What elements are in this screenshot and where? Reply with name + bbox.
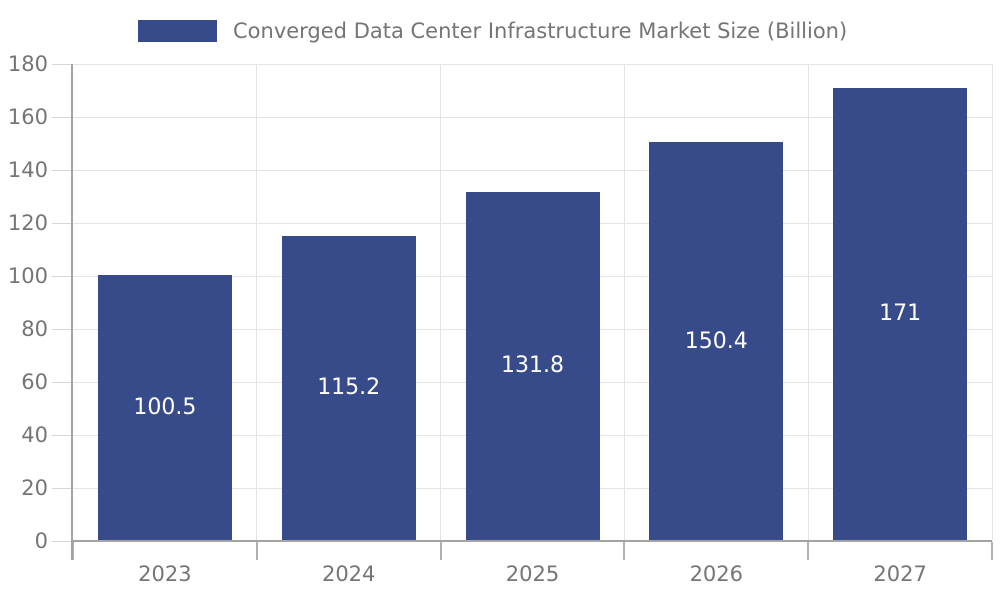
- gridline-vertical: [807, 64, 809, 541]
- y-axis-tick: [52, 116, 73, 118]
- bar-value-label: 131.8: [501, 353, 564, 379]
- y-axis-label: 80: [21, 317, 48, 341]
- y-axis-line: [71, 64, 73, 560]
- bar-2027: 171: [833, 87, 968, 541]
- y-axis-tick: [52, 222, 73, 224]
- x-axis-tick: [72, 542, 74, 560]
- y-axis-label: 100: [7, 264, 48, 288]
- legend-label: Converged Data Center Infrastructure Mar…: [233, 19, 848, 43]
- x-axis-label: 2023: [138, 562, 192, 586]
- y-axis-tick: [52, 434, 73, 436]
- y-axis-tick: [52, 487, 73, 489]
- x-axis-tick: [623, 542, 626, 560]
- y-axis-label: 60: [21, 370, 48, 394]
- gridline-vertical: [256, 64, 258, 541]
- gridline-horizontal: [73, 63, 992, 65]
- x-axis-tick: [991, 542, 993, 560]
- x-axis-label: 2026: [689, 562, 744, 586]
- bar-value-label: 100.5: [133, 394, 197, 420]
- y-axis-tick: [52, 381, 73, 383]
- bar-value-label: 115.2: [317, 375, 381, 401]
- x-axis-label: 2025: [505, 562, 560, 586]
- x-axis-line: [71, 540, 992, 542]
- legend: Converged Data Center Infrastructure Mar…: [138, 19, 848, 43]
- y-axis-label: 180: [7, 52, 48, 76]
- y-axis-tick: [52, 275, 73, 277]
- y-axis-tick: [52, 540, 73, 542]
- x-axis-label: 2024: [321, 562, 376, 586]
- gridline-horizontal: [73, 169, 992, 171]
- y-axis-label: 160: [7, 105, 48, 129]
- bar-value-label: 150.4: [684, 328, 748, 354]
- y-axis-label: 40: [21, 423, 48, 447]
- y-axis-tick: [52, 169, 73, 171]
- y-axis-label: 0: [34, 529, 48, 553]
- y-axis-label: 20: [21, 476, 48, 500]
- gridline-vertical: [623, 64, 625, 541]
- y-axis-tick: [52, 63, 73, 65]
- y-axis-tick: [52, 328, 73, 330]
- gridline-vertical: [440, 64, 442, 541]
- gridline-vertical: [991, 64, 993, 541]
- x-axis-tick: [255, 542, 258, 560]
- bar-2025: 131.8: [465, 191, 600, 541]
- gridline-horizontal: [73, 116, 992, 118]
- bar-2024: 115.2: [281, 235, 416, 541]
- y-axis-label: 120: [7, 211, 48, 235]
- bar-2026: 150.4: [649, 142, 784, 541]
- y-axis-label: 140: [7, 158, 48, 182]
- x-axis-label: 2027: [873, 562, 927, 586]
- x-axis-tick: [807, 542, 810, 560]
- x-axis-tick: [439, 542, 442, 560]
- bar-value-label: 171: [879, 301, 922, 327]
- bar-2023: 100.5: [97, 274, 232, 541]
- legend-swatch: [138, 20, 217, 42]
